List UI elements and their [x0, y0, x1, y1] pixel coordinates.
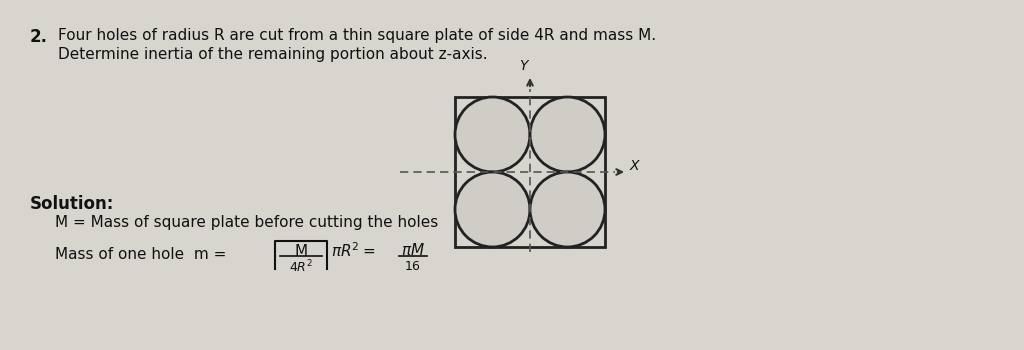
Text: 2.: 2. [30, 28, 48, 46]
Text: Y: Y [519, 59, 527, 73]
Text: Determine inertia of the remaining portion about z-axis.: Determine inertia of the remaining porti… [58, 47, 487, 62]
Text: $4R^2$: $4R^2$ [289, 259, 313, 275]
Text: M = Mass of square plate before cutting the holes: M = Mass of square plate before cutting … [55, 215, 438, 230]
Circle shape [455, 97, 530, 172]
Text: $16$: $16$ [404, 260, 422, 273]
Text: $\pi R^2 =$: $\pi R^2 =$ [331, 241, 375, 260]
Text: Mass of one hole  m =: Mass of one hole m = [55, 247, 226, 262]
Text: Four holes of radius R are cut from a thin square plate of side 4R and mass M.: Four holes of radius R are cut from a th… [58, 28, 656, 43]
Circle shape [530, 97, 605, 172]
Text: X: X [630, 159, 640, 173]
Circle shape [530, 172, 605, 247]
Text: $\pi M$: $\pi M$ [401, 242, 425, 258]
Text: M: M [295, 244, 307, 259]
Circle shape [455, 172, 530, 247]
Text: Solution:: Solution: [30, 195, 115, 213]
Bar [455, 97, 605, 247]
